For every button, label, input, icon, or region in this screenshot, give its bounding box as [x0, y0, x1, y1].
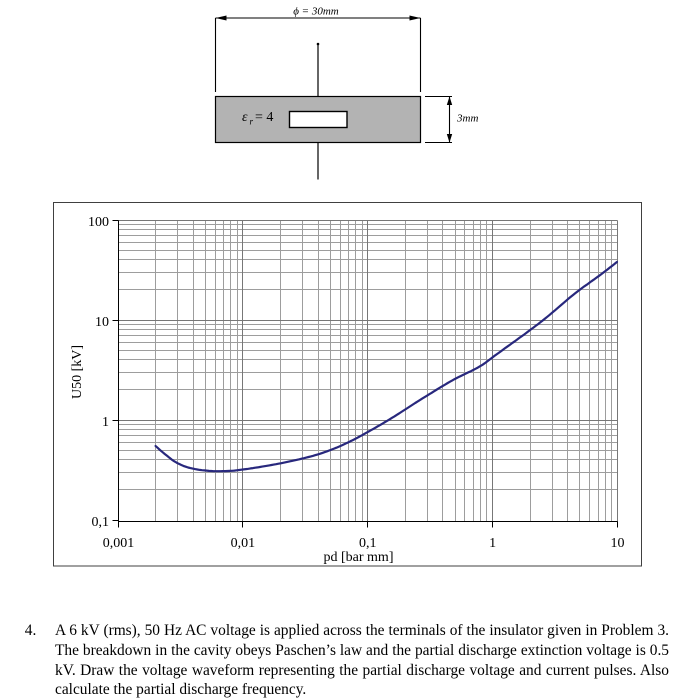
svg-text:r: r [250, 117, 254, 127]
svg-text:1: 1 [102, 415, 109, 430]
svg-text:10: 10 [611, 536, 625, 551]
svg-text:ε: ε [242, 110, 248, 125]
svg-text:0,01: 0,01 [231, 536, 256, 551]
svg-text:10: 10 [95, 315, 109, 330]
svg-text:0,1: 0,1 [92, 515, 110, 530]
svg-text:pd [bar mm]: pd [bar mm] [324, 550, 394, 565]
svg-text:0,001: 0,001 [103, 536, 135, 551]
svg-text:U50 [kV]: U50 [kV] [70, 345, 85, 399]
svg-text:ϕ = 30mm: ϕ = 30mm [293, 6, 339, 18]
svg-text:1: 1 [489, 536, 496, 551]
svg-text:100: 100 [88, 215, 109, 230]
svg-text:= 4: = 4 [255, 110, 273, 125]
svg-text:0,1: 0,1 [359, 536, 377, 551]
svg-text:3mm: 3mm [456, 113, 478, 125]
